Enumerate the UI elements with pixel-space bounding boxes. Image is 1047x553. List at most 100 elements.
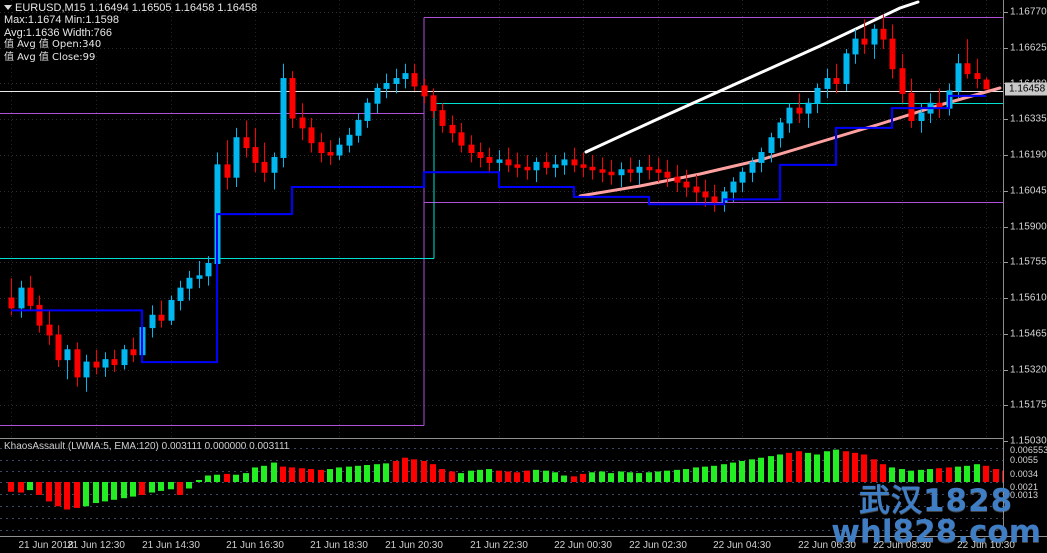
candlestick — [243, 120, 250, 158]
histogram-bar — [280, 466, 286, 482]
histogram-bar — [318, 469, 324, 482]
histogram-bar — [383, 463, 389, 482]
chart-header-overlay: EURUSD,M15 1.16494 1.16505 1.16458 1.164… — [4, 2, 257, 64]
price-chart-canvas — [0, 0, 1003, 438]
histogram-bar — [439, 469, 445, 482]
candlestick — [899, 53, 906, 104]
candlestick — [796, 93, 803, 123]
histogram-bar — [149, 482, 155, 493]
candlestick — [505, 147, 512, 173]
candlestick — [974, 58, 981, 89]
histogram-bar — [393, 460, 399, 482]
triangle-down-icon[interactable] — [4, 4, 12, 10]
candlestick — [280, 63, 287, 168]
candlestick — [318, 132, 325, 163]
candlestick — [646, 155, 653, 180]
indicator-axis-label: 0.0021 — [1010, 482, 1039, 492]
price-scale-axis[interactable]: 1.167701.166251.164801.163351.161901.160… — [1003, 0, 1047, 536]
candlestick — [374, 83, 381, 114]
symbol-period-label: EURUSD,M15 1.16494 1.16505 1.16458 1.164… — [15, 2, 258, 14]
histogram-bar — [974, 464, 980, 482]
candlestick — [843, 48, 850, 91]
histogram-bar — [627, 472, 633, 482]
histogram-bar — [843, 451, 849, 482]
symbol-period-row: EURUSD,M15 1.16494 1.16505 1.16458 1.164… — [4, 2, 257, 14]
candlestick — [739, 167, 746, 192]
price-axis-tick — [1004, 334, 1008, 335]
candlestick — [524, 155, 531, 180]
histogram-bar — [758, 457, 764, 482]
time-scale-axis[interactable]: 21 Jun 2018 21 Jun 12:30 21 Jun 14:30 21 Ju… — [0, 537, 1015, 553]
candlestick — [27, 275, 34, 311]
candlestick — [74, 342, 81, 387]
histogram-bar — [496, 470, 502, 482]
price-axis-tick — [1004, 298, 1008, 299]
candlestick — [580, 152, 587, 178]
histogram-bar — [936, 468, 942, 482]
histogram-bar — [552, 472, 558, 482]
candlestick — [327, 140, 334, 165]
histogram-bar — [205, 475, 211, 482]
histogram-bar — [730, 462, 736, 482]
candlestick — [936, 88, 943, 119]
candlestick — [543, 152, 550, 175]
candlestick — [93, 349, 100, 375]
histogram-bar — [355, 465, 361, 482]
candlestick — [186, 270, 193, 301]
candlestick — [8, 278, 15, 316]
histogram-bar — [852, 452, 858, 482]
candlestick — [261, 142, 268, 183]
histogram-bar — [111, 482, 117, 500]
indicator-pane[interactable] — [0, 440, 1003, 536]
candlestick — [571, 147, 578, 173]
candlestick — [411, 63, 418, 91]
candlestick — [861, 19, 868, 54]
candlestick — [393, 68, 400, 94]
candlestick — [383, 73, 390, 99]
histogram-bar — [468, 470, 474, 482]
candlestick — [627, 157, 634, 183]
candlestick — [768, 132, 775, 163]
candlestick — [674, 164, 681, 192]
histogram-bar — [93, 482, 99, 504]
candlestick — [871, 24, 878, 59]
price-axis-tick — [1004, 262, 1008, 263]
time-axis-label: 21 Jun 14:30 — [142, 540, 200, 551]
candlestick — [346, 127, 353, 153]
candlestick — [730, 177, 737, 202]
price-chart-pane[interactable] — [0, 0, 1003, 438]
price-axis-tick — [1004, 227, 1008, 228]
histogram-bar — [683, 469, 689, 482]
histogram-bar — [27, 482, 33, 491]
indicator-axis-label: 0.006553 — [1010, 445, 1047, 455]
histogram-bar — [514, 472, 520, 482]
candlestick — [36, 295, 43, 333]
candlestick — [111, 349, 118, 372]
price-axis-tick — [1004, 119, 1008, 120]
histogram-bar — [599, 471, 605, 482]
histogram-bar — [955, 466, 961, 482]
price-axis-label: 1.15175 — [1010, 399, 1047, 411]
histogram-bar — [168, 482, 174, 490]
histogram-bar — [814, 454, 820, 482]
indicator-axis-label: 0.0034 — [1010, 469, 1039, 479]
indicator-axis-label: 0.0055 — [1010, 455, 1039, 465]
price-axis-label: 1.15465 — [1010, 328, 1047, 340]
candlestick — [805, 98, 812, 128]
candlestick — [55, 325, 62, 368]
current-price-badge: 1.16458 — [1005, 82, 1047, 96]
histogram-bar — [768, 456, 774, 482]
candlestick — [196, 261, 203, 289]
candlestick — [711, 184, 718, 212]
histogram-bar — [214, 474, 220, 482]
histogram-bar — [824, 451, 830, 482]
candlestick — [130, 337, 137, 363]
candlestick — [533, 157, 540, 183]
candlestick — [618, 162, 625, 188]
histogram-bar — [299, 468, 305, 482]
histogram-bar — [458, 473, 464, 482]
candlestick — [364, 98, 371, 128]
price-axis-tick — [1004, 12, 1008, 13]
candlestick — [955, 53, 962, 99]
histogram-bar — [289, 467, 295, 482]
